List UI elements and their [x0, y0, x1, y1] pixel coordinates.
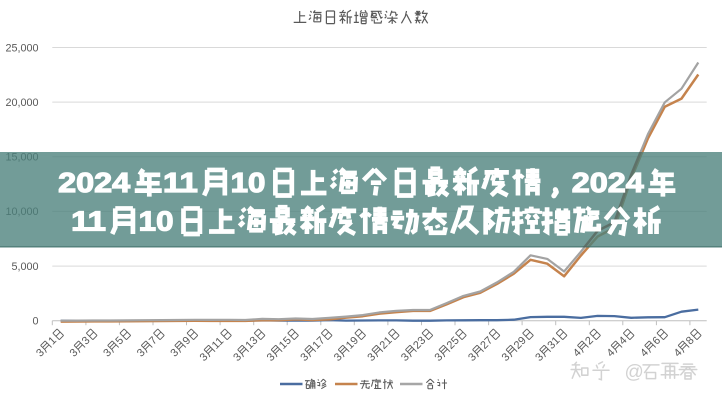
- svg-text:2024: 2024: [58, 167, 130, 198]
- svg-text:10: 10: [139, 206, 174, 237]
- svg-text:10: 10: [231, 167, 266, 198]
- svg-text:5,000: 5,000: [11, 261, 38, 273]
- svg-text:25,000: 25,000: [5, 42, 38, 54]
- svg-text:@: @: [625, 362, 644, 383]
- svg-text:2024: 2024: [572, 167, 644, 198]
- svg-text:11: 11: [163, 167, 198, 198]
- svg-text:11: 11: [71, 206, 106, 237]
- svg-text:20,000: 20,000: [5, 97, 38, 109]
- svg-text:0: 0: [32, 316, 38, 328]
